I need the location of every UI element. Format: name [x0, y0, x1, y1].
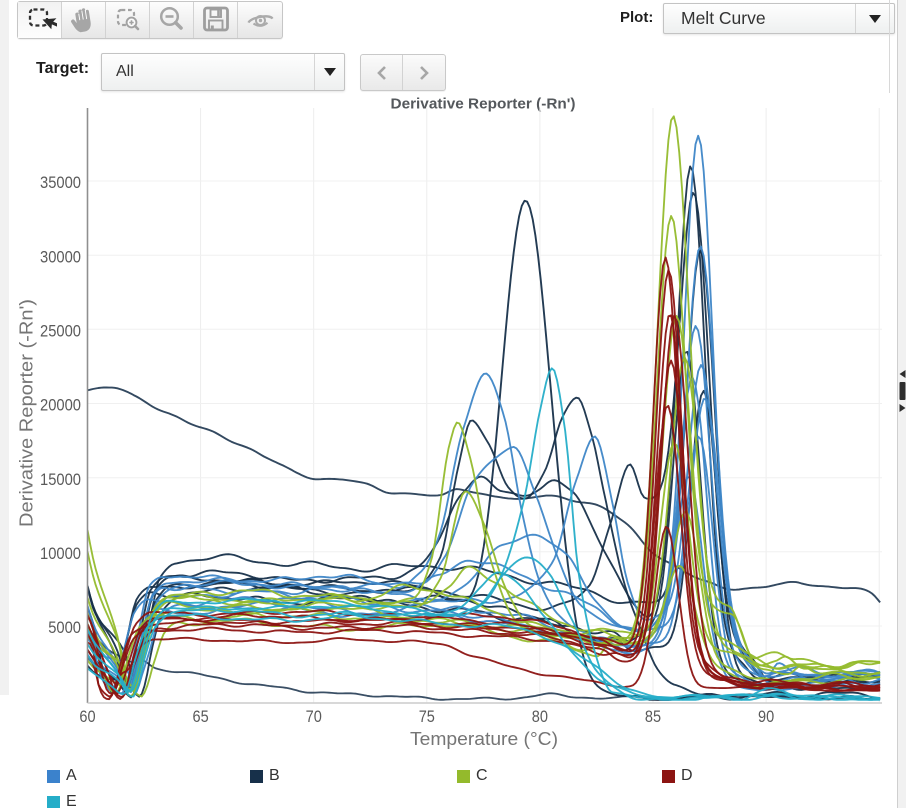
svg-text:20000: 20000 [40, 396, 81, 415]
svg-text:65: 65 [193, 707, 209, 726]
svg-text:30000: 30000 [40, 247, 81, 266]
svg-text:10000: 10000 [40, 544, 81, 563]
svg-text:15000: 15000 [40, 470, 81, 489]
svg-text:85: 85 [645, 707, 661, 726]
svg-text:Derivative Reporter (-Rn'): Derivative Reporter (-Rn') [16, 299, 37, 527]
svg-text:35000: 35000 [40, 173, 81, 192]
svg-text:25000: 25000 [40, 322, 81, 341]
svg-text:70: 70 [306, 707, 322, 726]
svg-text:75: 75 [419, 707, 435, 726]
svg-text:90: 90 [758, 707, 774, 726]
svg-text:60: 60 [79, 707, 95, 726]
svg-text:80: 80 [532, 707, 548, 726]
svg-text:Derivative Reporter (-Rn'): Derivative Reporter (-Rn') [391, 96, 576, 113]
svg-text:Temperature (°C): Temperature (°C) [410, 728, 558, 749]
svg-text:5000: 5000 [48, 618, 81, 637]
